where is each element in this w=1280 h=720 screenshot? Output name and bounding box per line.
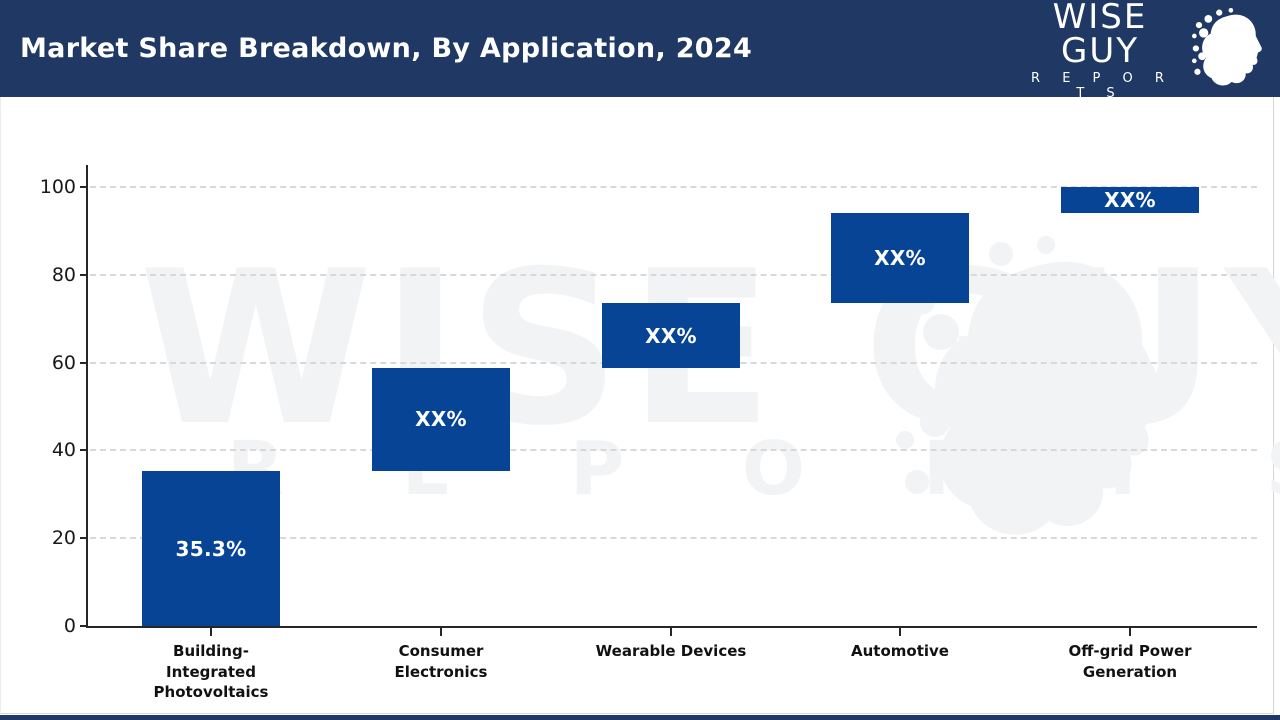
footer-strip	[0, 715, 1280, 720]
bar-value-label: XX%	[874, 246, 926, 271]
y-tick-100	[80, 186, 88, 188]
x-tick-5	[1129, 628, 1131, 636]
brand-subname: R E P O R T S	[1031, 70, 1173, 101]
y-tick-80	[80, 273, 88, 276]
page-title: Market Share Breakdown, By Application, …	[20, 33, 753, 64]
bar-5: XX%	[1061, 187, 1199, 213]
y-tick-label-100: 100	[39, 176, 76, 198]
category-label-1: Building- Integrated Photovoltaics	[153, 642, 269, 702]
bar-4: XX%	[831, 212, 969, 304]
x-tick-1	[210, 628, 212, 636]
x-axis-line	[86, 626, 1257, 628]
category-label-3: Wearable Devices	[595, 642, 747, 660]
brand-logo: WISE GUY R E P O R T S	[1016, 0, 1266, 101]
bar-value-label: 35.3%	[175, 536, 247, 561]
y-tick-60	[80, 361, 88, 364]
y-tick-label-40: 40	[51, 439, 76, 462]
bar-value-label: XX%	[415, 407, 467, 432]
y-tick-40	[80, 449, 88, 452]
x-tick-2	[440, 628, 442, 636]
bar-2: XX%	[372, 367, 510, 472]
x-tick-4	[899, 628, 901, 636]
category-label-4: Automotive	[851, 642, 949, 660]
category-label-2: Consumer Electronics	[394, 642, 488, 681]
gridline-80	[90, 273, 1257, 276]
y-tick-label-20: 20	[51, 527, 76, 550]
brand-name: WISE GUY	[1052, 0, 1148, 71]
bar-3: XX%	[602, 303, 740, 368]
header: Market Share Breakdown, By Application, …	[0, 0, 1280, 101]
gridline-40	[90, 449, 1257, 452]
category-label-5: Off-grid Power Generation	[1068, 642, 1192, 681]
bar-1: 35.3%	[142, 471, 280, 626]
y-tick-20	[80, 537, 88, 540]
y-tick-label-0: 0	[63, 615, 76, 637]
x-tick-3	[670, 628, 672, 636]
y-tick-0	[80, 625, 88, 627]
y-axis-line	[86, 165, 88, 628]
gridline-100	[90, 186, 1257, 188]
bar-value-label: XX%	[1104, 187, 1156, 212]
y-tick-label-60: 60	[51, 351, 76, 374]
dotted-head-profile-icon	[1192, 8, 1262, 86]
bar-value-label: XX%	[645, 323, 697, 348]
gridline-20	[90, 537, 1257, 540]
y-tick-label-80: 80	[51, 263, 76, 286]
brand-logo-text: WISE GUY R E P O R T S	[1016, 0, 1184, 101]
